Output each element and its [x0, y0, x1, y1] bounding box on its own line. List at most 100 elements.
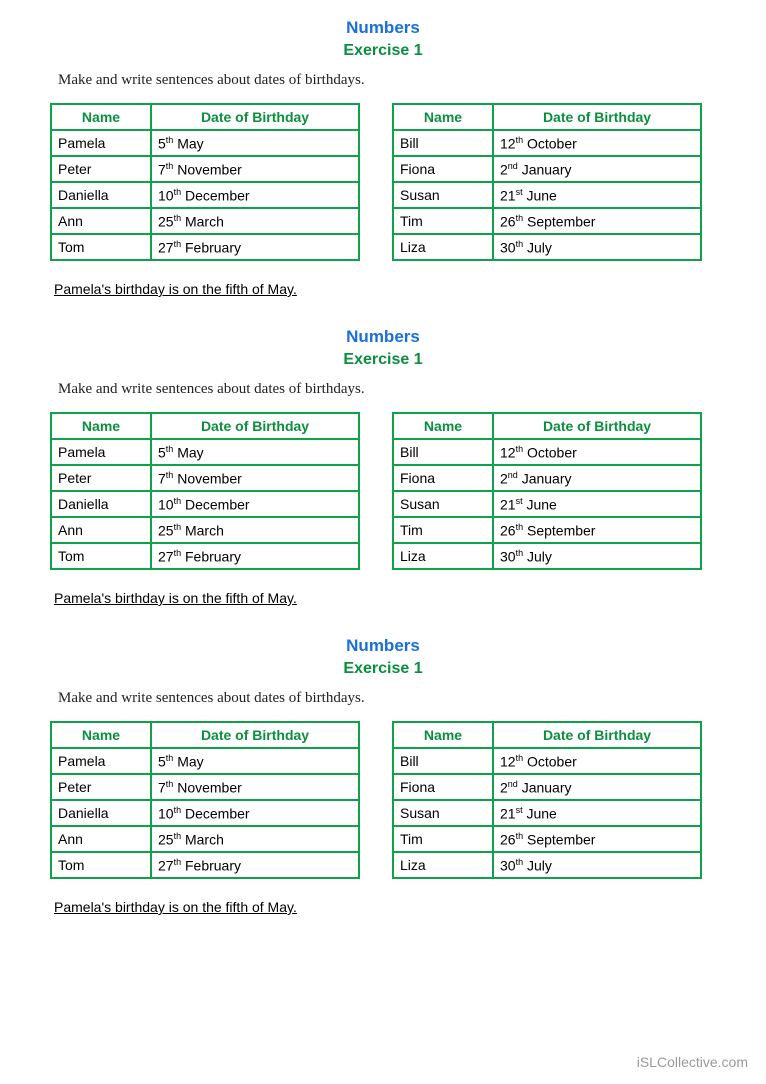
cell-date: 10th December [151, 800, 359, 826]
table-row: Susan21st June [393, 491, 701, 517]
cell-date: 30th July [493, 852, 701, 878]
cell-date: 12th October [493, 748, 701, 774]
cell-name: Pamela [51, 439, 151, 465]
table-row: Susan21st June [393, 182, 701, 208]
table-header-row: NameDate of Birthday [393, 413, 701, 439]
ordinal-suffix: th [516, 444, 524, 454]
cell-date: 21st June [493, 491, 701, 517]
cell-date: 2nd January [493, 156, 701, 182]
cell-name: Ann [51, 208, 151, 234]
cell-name: Fiona [393, 465, 493, 491]
header-name: Name [393, 722, 493, 748]
header-name: Name [393, 413, 493, 439]
cell-name: Fiona [393, 774, 493, 800]
ordinal-suffix: th [166, 444, 174, 454]
ordinal-suffix: th [166, 470, 174, 480]
table-row: Fiona2nd January [393, 774, 701, 800]
cell-name: Tim [393, 826, 493, 852]
header-date: Date of Birthday [493, 722, 701, 748]
birthday-table: NameDate of BirthdayBill12th OctoberFion… [392, 412, 702, 570]
cell-date: 5th May [151, 130, 359, 156]
table-row: Tim26th September [393, 517, 701, 543]
page-container: Numbers Exercise 1 Make and write sentence… [0, 0, 766, 915]
instruction-text: Make and write sentences about dates of … [58, 72, 716, 89]
header-name: Name [51, 722, 151, 748]
cell-name: Ann [51, 517, 151, 543]
cell-name: Bill [393, 439, 493, 465]
ordinal-suffix: th [516, 135, 524, 145]
cell-date: 30th July [493, 234, 701, 260]
cell-date: 7th November [151, 465, 359, 491]
cell-date: 12th October [493, 130, 701, 156]
cell-name: Bill [393, 130, 493, 156]
table-row: Peter7th November [51, 156, 359, 182]
example-sentence: Pamela's birthday is on the fifth of May… [54, 590, 716, 606]
ordinal-suffix: th [174, 187, 182, 197]
cell-name: Tom [51, 234, 151, 260]
table-row: Liza30th July [393, 543, 701, 569]
cell-date: 5th May [151, 439, 359, 465]
example-sentence: Pamela's birthday is on the fifth of May… [54, 899, 716, 915]
cell-date: 26th September [493, 517, 701, 543]
cell-date: 25th March [151, 208, 359, 234]
ordinal-suffix: th [516, 239, 524, 249]
table-row: Liza30th July [393, 234, 701, 260]
header-date: Date of Birthday [493, 413, 701, 439]
cell-date: 21st June [493, 800, 701, 826]
cell-name: Tom [51, 852, 151, 878]
ordinal-suffix: st [516, 496, 523, 506]
table-row: Ann25th March [51, 517, 359, 543]
cell-name: Ann [51, 826, 151, 852]
ordinal-suffix: st [516, 805, 523, 815]
table-row: Susan21st June [393, 800, 701, 826]
cell-date: 7th November [151, 156, 359, 182]
table-row: Pamela5th May [51, 748, 359, 774]
table-row: Ann25th March [51, 208, 359, 234]
cell-date: 27th February [151, 852, 359, 878]
header-date: Date of Birthday [151, 722, 359, 748]
cell-date: 25th March [151, 826, 359, 852]
table-row: Peter7th November [51, 465, 359, 491]
table-row: Bill12th October [393, 130, 701, 156]
cell-date: 27th February [151, 234, 359, 260]
ordinal-suffix: th [516, 548, 524, 558]
table-row: Tom27th February [51, 234, 359, 260]
ordinal-suffix: th [516, 831, 524, 841]
cell-date: 26th September [493, 826, 701, 852]
table-row: Tom27th February [51, 852, 359, 878]
table-row: Peter7th November [51, 774, 359, 800]
birthday-table: NameDate of BirthdayBill12th OctoberFion… [392, 103, 702, 261]
example-sentence: Pamela's birthday is on the fifth of May… [54, 281, 716, 297]
ordinal-suffix: th [174, 857, 182, 867]
cell-name: Susan [393, 800, 493, 826]
table-header-row: NameDate of Birthday [393, 722, 701, 748]
header-name: Name [393, 104, 493, 130]
instruction-text: Make and write sentences about dates of … [58, 381, 716, 398]
cell-name: Susan [393, 182, 493, 208]
cell-date: 30th July [493, 543, 701, 569]
cell-date: 2nd January [493, 774, 701, 800]
ordinal-suffix: th [174, 548, 182, 558]
cell-date: 2nd January [493, 465, 701, 491]
cell-name: Fiona [393, 156, 493, 182]
table-header-row: NameDate of Birthday [393, 104, 701, 130]
ordinal-suffix: th [174, 831, 182, 841]
header-name: Name [51, 104, 151, 130]
birthday-table: NameDate of BirthdayBill12th OctoberFion… [392, 721, 702, 879]
birthday-table: NameDate of BirthdayPamela5th MayPeter7t… [50, 721, 360, 879]
cell-date: 5th May [151, 748, 359, 774]
cell-name: Peter [51, 465, 151, 491]
cell-name: Daniella [51, 491, 151, 517]
table-row: Daniella10th December [51, 800, 359, 826]
ordinal-suffix: nd [508, 470, 518, 480]
header-date: Date of Birthday [493, 104, 701, 130]
table-row: Fiona2nd January [393, 465, 701, 491]
table-header-row: NameDate of Birthday [51, 104, 359, 130]
tables-row: NameDate of BirthdayPamela5th MayPeter7t… [50, 721, 716, 879]
cell-date: 10th December [151, 182, 359, 208]
table-row: Ann25th March [51, 826, 359, 852]
title-exercise: Exercise 1 [50, 351, 716, 369]
table-row: Fiona2nd January [393, 156, 701, 182]
title-numbers: Numbers [50, 327, 716, 347]
ordinal-suffix: th [516, 857, 524, 867]
